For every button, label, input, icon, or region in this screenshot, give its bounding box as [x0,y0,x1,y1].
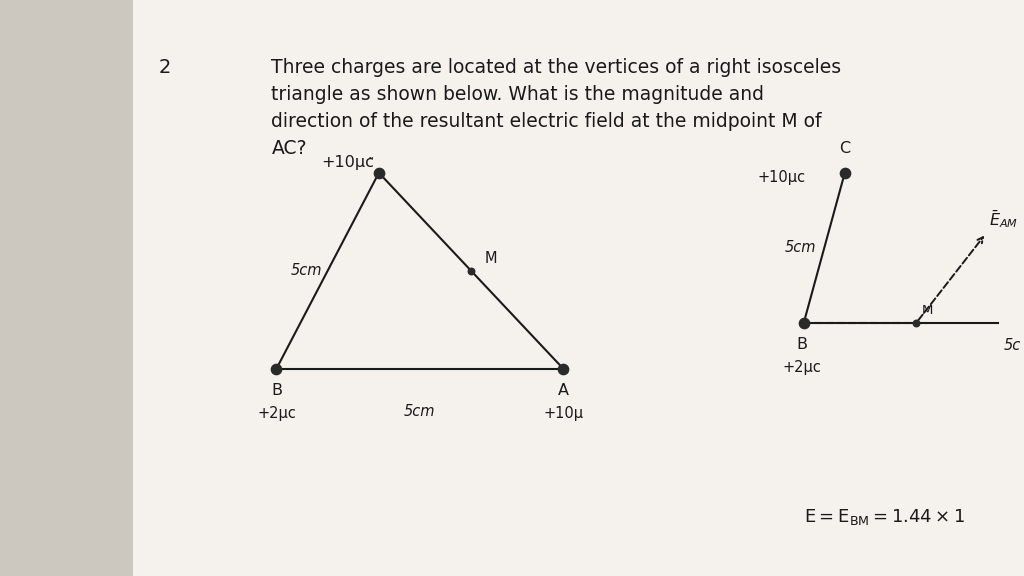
Text: +2μc: +2μc [257,406,296,421]
Text: $\mathrm{E = E_{BM} = 1.44 \times 1}$: $\mathrm{E = E_{BM} = 1.44 \times 1}$ [804,507,965,527]
Text: +10μ: +10μ [543,406,584,421]
Point [371,168,387,177]
Text: $\bar{E}_{AM}$: $\bar{E}_{AM}$ [989,209,1019,230]
Bar [133,0,1024,576]
Point [555,364,571,373]
Text: 5cm: 5cm [784,240,816,255]
Text: 5c: 5c [1004,338,1021,353]
Point [908,318,925,327]
Text: +10μc: +10μc [758,170,806,185]
Text: Three charges are located at the vertices of a right isosceles
triangle as shown: Three charges are located at the vertice… [271,58,842,158]
Text: 5cm: 5cm [291,263,323,278]
Text: C: C [840,141,850,156]
Text: B: B [797,337,807,352]
Text: ˜: ˜ [368,157,374,170]
Point [837,168,853,177]
Text: +10μc: +10μc [321,155,374,170]
Point [463,266,479,275]
Text: M: M [922,304,933,317]
Point [796,318,812,327]
Text: 5cm: 5cm [404,404,435,419]
Text: A: A [558,383,568,398]
Text: B: B [271,383,282,398]
Text: 2: 2 [159,58,171,77]
Text: +2μc: +2μc [782,360,821,375]
Text: M: M [484,251,497,266]
Point [268,364,285,373]
